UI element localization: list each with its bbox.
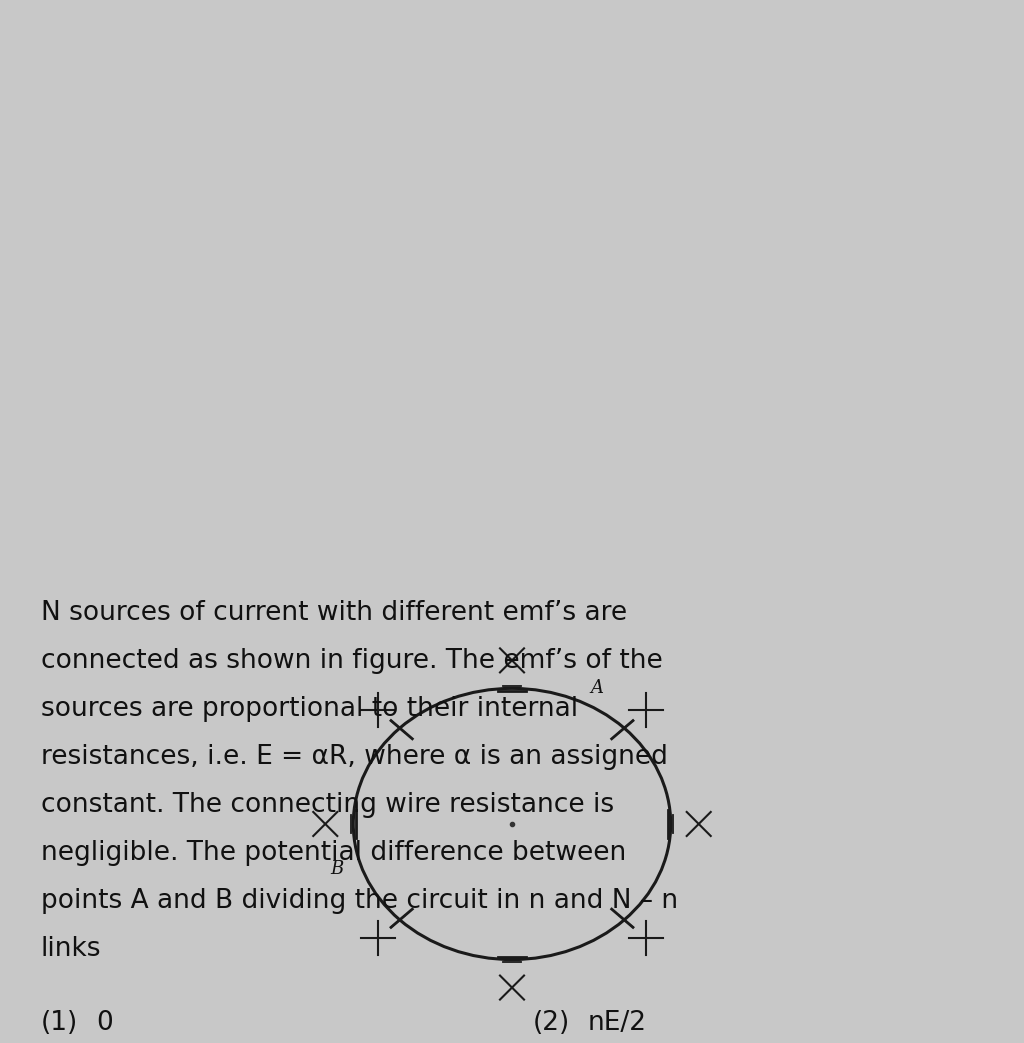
Text: points A and B dividing the circuit in n and N – n: points A and B dividing the circuit in n… [41, 888, 678, 914]
Text: connected as shown in figure. The emf’s of the: connected as shown in figure. The emf’s … [41, 648, 663, 674]
Text: (1): (1) [41, 1010, 78, 1036]
Text: links: links [41, 936, 101, 962]
Text: N sources of current with different emf’s are: N sources of current with different emf’… [41, 600, 627, 626]
Text: (2): (2) [532, 1010, 569, 1036]
Text: B: B [331, 860, 344, 878]
Text: constant. The connecting wire resistance is: constant. The connecting wire resistance… [41, 792, 614, 818]
Text: A: A [591, 679, 603, 698]
Text: 0: 0 [96, 1010, 113, 1036]
Text: sources are proportional to their internal: sources are proportional to their intern… [41, 696, 579, 722]
Text: resistances, i.e. E = αR, where α is an assigned: resistances, i.e. E = αR, where α is an … [41, 744, 668, 770]
Text: nE/2: nE/2 [588, 1010, 646, 1036]
Text: negligible. The potential difference between: negligible. The potential difference bet… [41, 840, 627, 866]
